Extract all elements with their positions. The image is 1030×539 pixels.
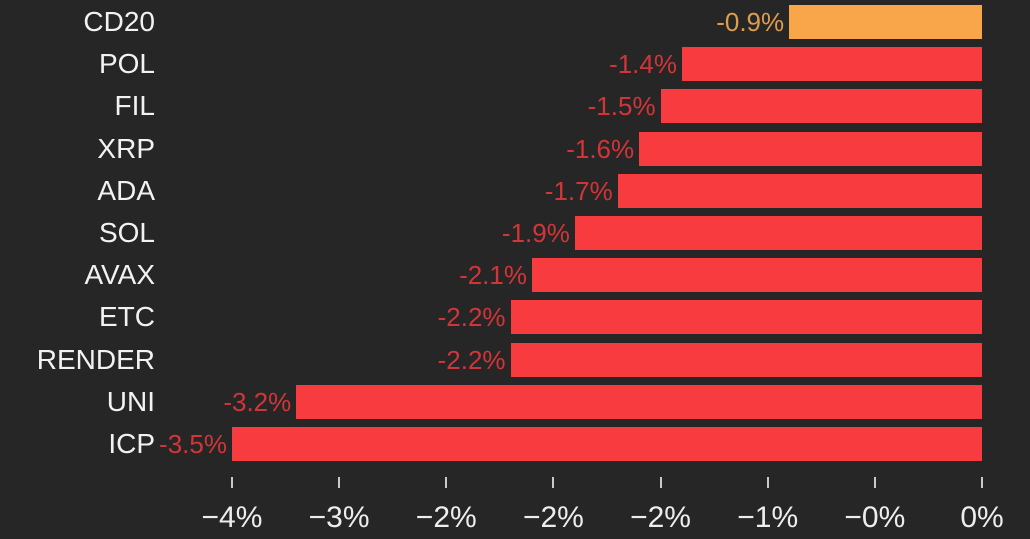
x-tick-label-3: −2% [522, 501, 584, 534]
category-label-etc: ETC [99, 301, 155, 333]
category-label-xrp: XRP [97, 132, 155, 164]
x-tick-label-2: −2% [415, 501, 477, 534]
category-label-icp: ICP [108, 428, 155, 459]
value-label-render: -2.2% [437, 344, 506, 375]
x-tick-label-4: −2% [630, 501, 691, 534]
category-label-cd20: CD20 [83, 6, 155, 37]
x-tick-0 [230, 477, 233, 488]
bar-pol[interactable] [681, 47, 982, 82]
category-label-fil: FIL [114, 90, 155, 122]
value-label-avax: -2.1% [459, 260, 527, 291]
x-tick-label-5: −1% [737, 501, 799, 534]
bar-fil[interactable] [660, 89, 982, 124]
bar-ada[interactable] [617, 173, 982, 208]
bar-xrp[interactable] [639, 131, 982, 166]
value-label-cd20: -0.9% [716, 7, 785, 37]
bar-etc[interactable] [510, 300, 982, 335]
category-label-uni: UNI [106, 385, 155, 417]
bar-cd20[interactable] [789, 5, 982, 39]
bar-render[interactable] [510, 342, 982, 377]
x-tick-label-6: −0% [844, 501, 906, 534]
value-label-etc: -2.2% [437, 302, 506, 333]
x-tick-4 [659, 477, 662, 488]
category-label-avax: AVAX [84, 259, 155, 291]
x-tick-label-7: 0% [960, 501, 1004, 534]
x-tick-label-1: −3% [308, 501, 370, 534]
category-label-sol: SOL [98, 217, 155, 248]
bar-uni[interactable] [296, 384, 982, 419]
bar-avax[interactable] [531, 258, 982, 293]
x-tick-2 [445, 477, 448, 488]
x-tick-5 [766, 477, 769, 488]
value-label-ada: -1.7% [544, 175, 613, 206]
category-label-render: RENDER [36, 343, 155, 375]
value-label-xrp: -1.6% [566, 133, 635, 164]
x-tick-1 [338, 477, 341, 488]
category-label-ada: ADA [97, 174, 155, 206]
x-tick-7 [981, 477, 983, 488]
value-label-pol: -1.4% [609, 49, 677, 80]
bar-icp[interactable] [231, 427, 982, 461]
value-label-icp: -3.5% [159, 429, 227, 459]
bar-sol[interactable] [574, 216, 982, 250]
value-label-sol: -1.9% [501, 218, 570, 248]
value-label-fil: -1.5% [587, 91, 656, 122]
x-tick-label-0: −4% [201, 501, 263, 534]
x-tick-6 [873, 477, 876, 488]
value-label-uni: -3.2% [223, 386, 292, 417]
category-label-pol: POL [98, 48, 155, 80]
x-tick-3 [552, 477, 555, 488]
